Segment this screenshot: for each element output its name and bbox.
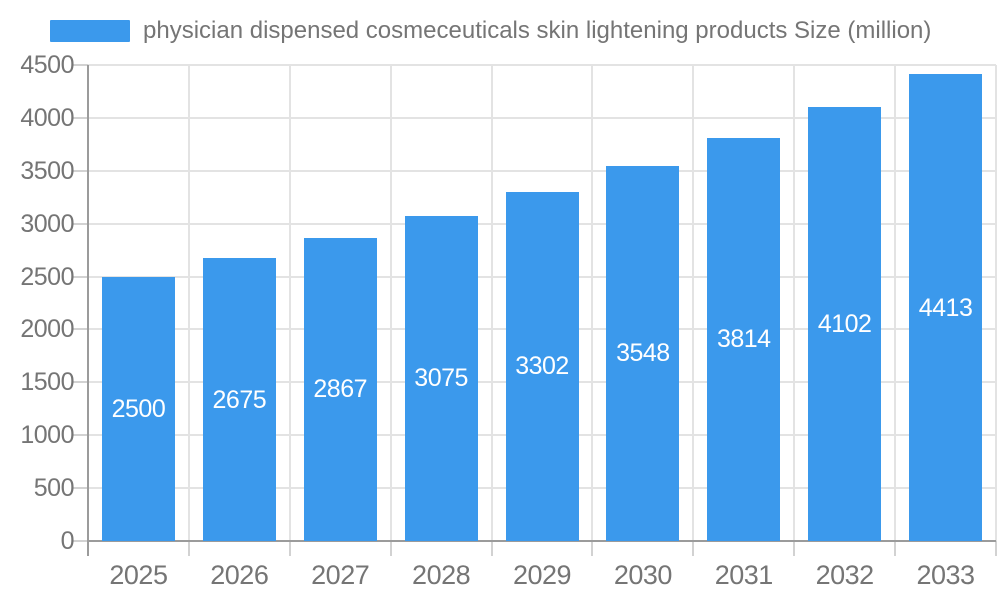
- y-tick-mark: [72, 116, 88, 119]
- x-tick-mark: [288, 541, 291, 556]
- y-axis-line: [87, 65, 89, 556]
- x-tick-label: 2025: [109, 560, 168, 590]
- v-gridline: [288, 65, 291, 541]
- x-tick-mark: [894, 541, 897, 556]
- bar-value-label: 2500: [111, 394, 166, 423]
- bar-value-label: 3075: [414, 364, 468, 393]
- y-tick-label: 3000: [20, 209, 74, 238]
- bar-value-label: 2675: [212, 385, 267, 414]
- x-tick-mark: [389, 541, 392, 556]
- bar-value-label: 3302: [515, 352, 569, 381]
- bar-2029[interactable]: 3302: [505, 191, 579, 541]
- v-gridline: [995, 65, 997, 541]
- bar-2030[interactable]: 3548: [606, 165, 680, 541]
- bar-value-label: 4102: [817, 310, 872, 339]
- x-tick-label: 2032: [815, 560, 875, 590]
- x-axis-line: [87, 540, 996, 542]
- y-tick-mark: [72, 381, 88, 384]
- x-tick-label: 2031: [714, 560, 774, 590]
- x-tick-label: 2026: [210, 560, 269, 590]
- x-tick-label: 2028: [412, 560, 471, 590]
- v-gridline: [793, 65, 796, 541]
- x-tick-label: 2033: [916, 560, 976, 590]
- y-tick-mark: [72, 64, 88, 66]
- x-tick-mark: [187, 541, 190, 556]
- x-tick-mark: [692, 541, 695, 556]
- legend-label: physician dispensed cosmeceuticals skin …: [143, 17, 932, 44]
- legend[interactable]: physician dispensed cosmeceuticals skin …: [50, 14, 931, 48]
- y-tick-mark: [72, 169, 88, 172]
- bar-2026[interactable]: 2675: [202, 258, 276, 541]
- bar-2032[interactable]: 4102: [808, 107, 882, 541]
- v-gridline: [490, 65, 493, 541]
- y-tick-label: 2000: [20, 315, 74, 344]
- legend-swatch: [50, 20, 130, 42]
- bar-2031[interactable]: 3814: [707, 137, 781, 541]
- v-gridline: [187, 65, 190, 541]
- x-tick-label: 2029: [512, 560, 572, 590]
- y-tick-label: 0: [60, 527, 75, 555]
- bar-value-label: 2867: [313, 375, 368, 404]
- y-tick-label: 1000: [20, 421, 74, 450]
- y-tick-mark: [72, 222, 88, 225]
- bar-value-label: 4413: [918, 293, 973, 322]
- y-tick-label: 2500: [20, 262, 74, 291]
- bar-2027[interactable]: 2867: [303, 237, 377, 541]
- h-gridline: [88, 116, 996, 119]
- y-tick-label: 1500: [20, 368, 74, 397]
- x-tick-mark: [995, 541, 997, 556]
- y-tick-label: 500: [33, 474, 75, 503]
- h-gridline: [88, 64, 996, 66]
- y-tick-mark: [72, 540, 88, 542]
- x-tick-label: 2027: [311, 560, 370, 590]
- y-tick-mark: [72, 487, 88, 490]
- bar-2033[interactable]: 4413: [909, 74, 983, 541]
- v-gridline: [894, 65, 897, 541]
- y-tick-mark: [72, 328, 88, 331]
- y-tick-label: 4000: [20, 103, 74, 132]
- y-tick-mark: [72, 275, 88, 278]
- x-tick-mark: [490, 541, 493, 556]
- bar-value-label: 3548: [616, 339, 670, 368]
- y-tick-label: 4500: [20, 51, 74, 79]
- y-tick-mark: [72, 434, 88, 437]
- v-gridline: [591, 65, 594, 541]
- x-tick-label: 2030: [613, 560, 673, 590]
- bar-value-label: 3814: [716, 325, 771, 354]
- v-gridline: [389, 65, 392, 541]
- bar-2025[interactable]: 2500: [101, 276, 175, 541]
- h-gridline: [88, 169, 996, 172]
- v-gridline: [692, 65, 695, 541]
- bar-2028[interactable]: 3075: [404, 215, 478, 541]
- x-tick-mark: [793, 541, 796, 556]
- y-tick-label: 3500: [20, 156, 74, 185]
- x-tick-mark: [591, 541, 594, 556]
